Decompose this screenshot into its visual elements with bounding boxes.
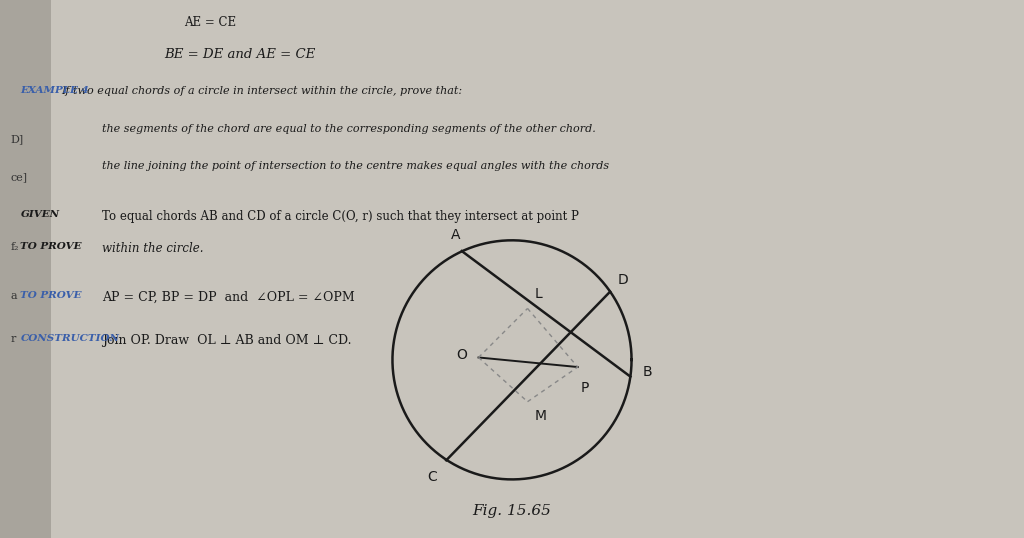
Text: Join OP. Draw  OL ⊥ AB and OM ⊥ CD.: Join OP. Draw OL ⊥ AB and OM ⊥ CD. xyxy=(102,334,352,346)
Text: D: D xyxy=(617,273,628,287)
Text: TO PROVE: TO PROVE xyxy=(20,291,82,300)
Text: a: a xyxy=(10,291,16,301)
Text: TO PROVE: TO PROVE xyxy=(20,242,82,251)
Text: ce]: ce] xyxy=(10,172,28,182)
Text: O: O xyxy=(457,348,467,362)
Text: EXAMPLE 4: EXAMPLE 4 xyxy=(20,86,89,95)
Text: Fig. 15.65: Fig. 15.65 xyxy=(472,504,552,518)
Text: CONSTRUCTION: CONSTRUCTION xyxy=(20,334,120,343)
Text: BE = DE and AE = CE: BE = DE and AE = CE xyxy=(164,48,315,61)
Text: AE = CE: AE = CE xyxy=(184,16,237,29)
Text: P: P xyxy=(581,381,589,395)
Text: D]: D] xyxy=(10,134,24,145)
Text: If two equal chords of a circle in intersect within the circle, prove that:: If two equal chords of a circle in inter… xyxy=(61,86,463,96)
Text: To equal chords AB and CD of a circle C(O, r) such that they intersect at point : To equal chords AB and CD of a circle C(… xyxy=(102,210,580,223)
Text: f₂: f₂ xyxy=(10,242,18,252)
Text: GIVEN: GIVEN xyxy=(20,210,59,219)
Text: L: L xyxy=(535,287,543,301)
Text: C: C xyxy=(427,470,437,484)
Text: AP = CP, BP = DP  and  ∠OPL = ∠OPM: AP = CP, BP = DP and ∠OPL = ∠OPM xyxy=(102,291,355,303)
Text: M: M xyxy=(535,409,547,423)
Text: B: B xyxy=(642,365,652,379)
Text: within the circle.: within the circle. xyxy=(102,242,204,255)
Bar xyxy=(0,0,51,538)
Text: the line joining the point of intersection to the centre makes equal angles with: the line joining the point of intersecti… xyxy=(102,161,609,172)
Text: A: A xyxy=(451,228,461,242)
Text: r: r xyxy=(10,334,15,344)
Text: the segments of the chord are equal to the corresponding segments of the other c: the segments of the chord are equal to t… xyxy=(102,124,596,134)
